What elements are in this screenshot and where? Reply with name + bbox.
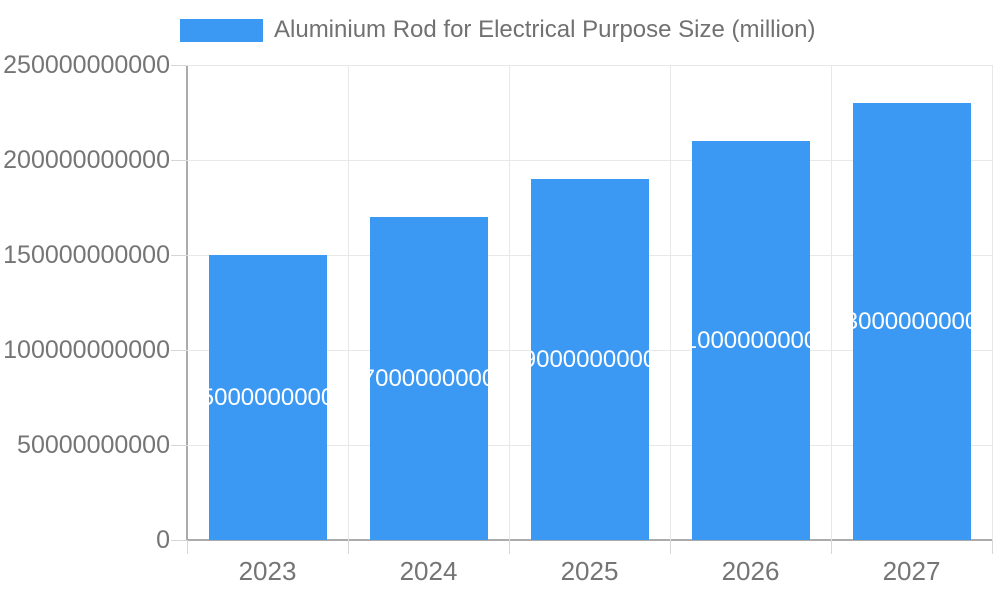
bar-value-label: 210000000000 [692, 326, 810, 354]
x-tick [669, 540, 671, 554]
y-axis-label: 50000000000 [17, 431, 170, 459]
legend-swatch [180, 18, 263, 42]
bar-2027[interactable]: 230000000000 [852, 103, 971, 540]
y-axis-label: 150000000000 [3, 241, 170, 269]
y-axis-label: 0 [156, 526, 170, 554]
bar-value-label: 190000000000 [531, 345, 649, 373]
v-gridline [508, 65, 510, 540]
y-axis-label: 200000000000 [3, 146, 170, 174]
x-axis-label: 2025 [560, 556, 619, 586]
x-tick [347, 540, 349, 554]
v-gridline [991, 65, 993, 540]
plot-area: 150000000000 170000000000 190000000000 2100… [171, 64, 993, 554]
y-tick [171, 159, 187, 161]
bar-value-label: 150000000000 [209, 383, 327, 411]
bar-2025[interactable]: 190000000000 [530, 179, 649, 540]
legend-label: Aluminium Rod for Electrical Purpose Siz… [274, 16, 816, 43]
y-axis-label: 250000000000 [3, 51, 170, 79]
legend: Aluminium Rod for Electrical Purpose Siz… [180, 16, 816, 44]
x-axis-label: 2024 [399, 556, 458, 586]
y-tick [171, 349, 187, 351]
bar-2023[interactable]: 150000000000 [208, 255, 327, 540]
x-tick [991, 540, 993, 554]
y-tick [171, 64, 187, 66]
y-gridline [187, 64, 992, 66]
v-gridline [830, 65, 832, 540]
y-axis-label: 100000000000 [3, 336, 170, 364]
x-axis-line [187, 539, 992, 541]
y-gridline [187, 159, 992, 161]
x-tick [508, 540, 510, 554]
x-axis-label: 2023 [238, 556, 297, 586]
v-gridline [347, 65, 349, 540]
x-tick [186, 540, 188, 554]
x-tick [830, 540, 832, 554]
x-axis-label: 2026 [721, 556, 780, 586]
bar-value-label: 230000000000 [853, 307, 971, 335]
y-tick [171, 444, 187, 446]
y-axis-line [186, 65, 188, 540]
y-tick [171, 254, 187, 256]
y-tick [171, 539, 187, 541]
bar-2026[interactable]: 210000000000 [691, 141, 810, 540]
bar-2024[interactable]: 170000000000 [369, 217, 488, 540]
x-axis-label: 2027 [882, 556, 941, 586]
bar-value-label: 170000000000 [370, 364, 488, 392]
v-gridline [669, 65, 671, 540]
